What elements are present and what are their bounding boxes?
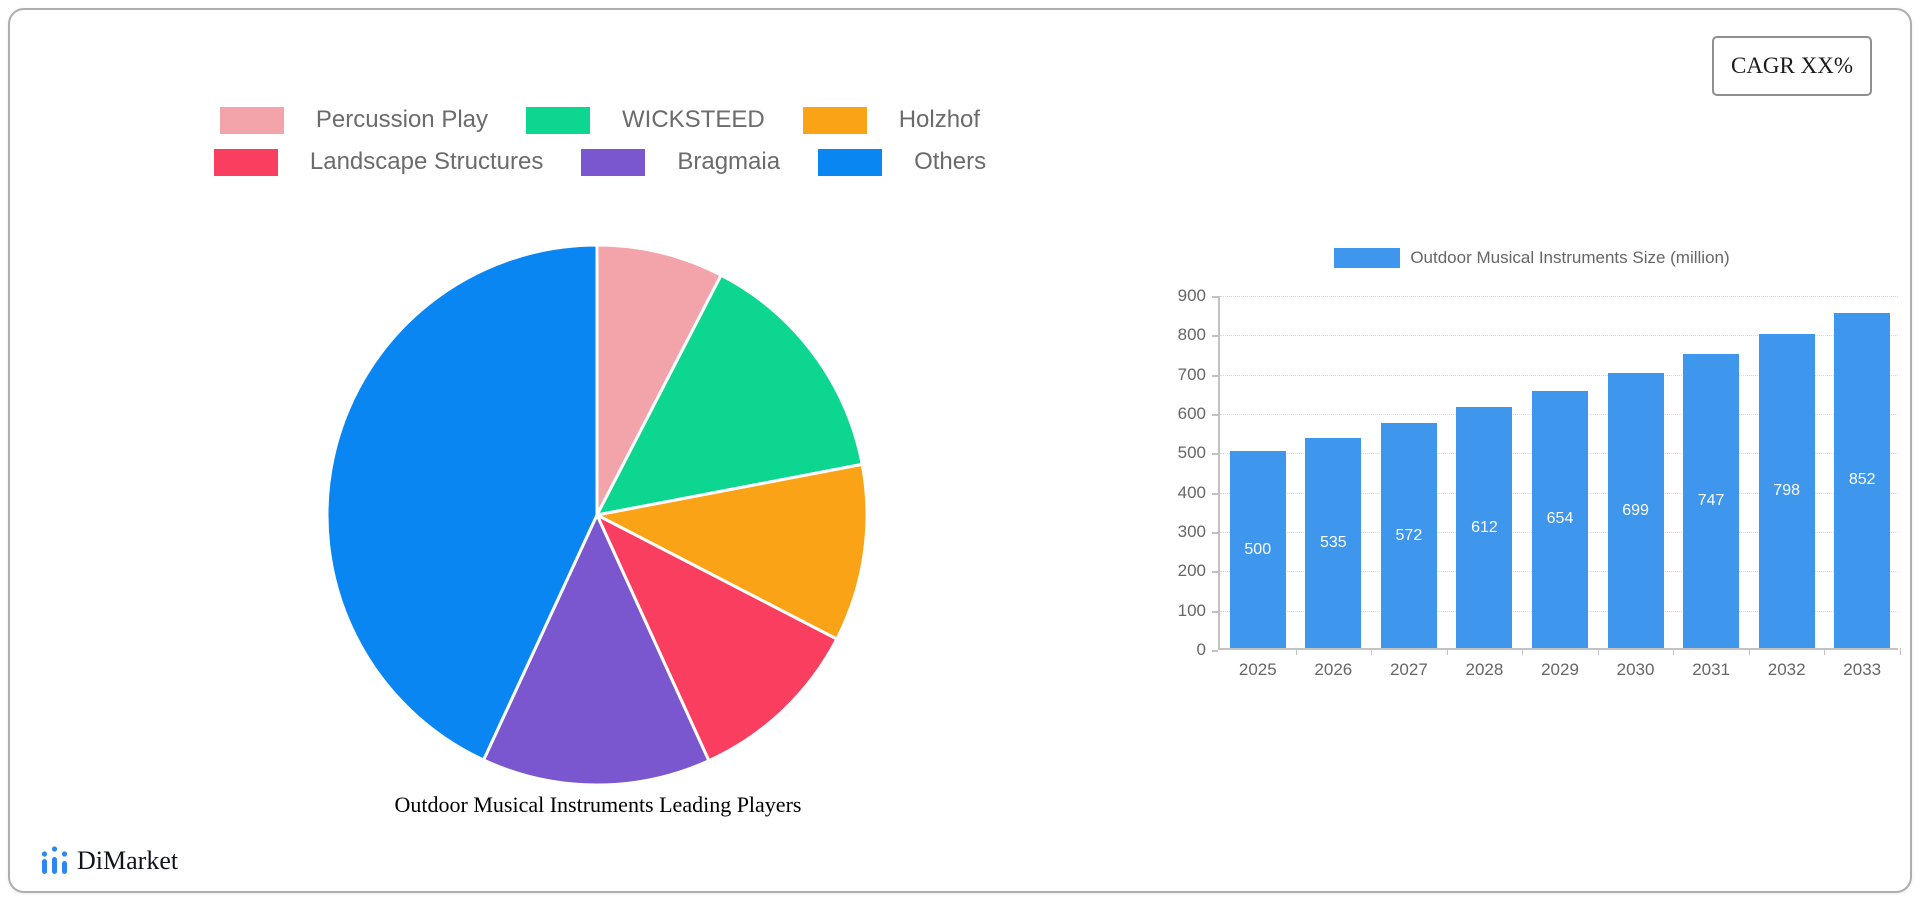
x-axis-tick xyxy=(1824,648,1826,655)
y-axis-label: 900 xyxy=(1177,286,1206,305)
legend-swatch xyxy=(213,148,278,176)
pie-slice-bragmaia xyxy=(482,513,711,787)
pie-chart-title: Outdoor Musical Instruments Leading Play… xyxy=(394,792,802,817)
x-axis-tick xyxy=(1446,648,1448,655)
y-axis-label: 700 xyxy=(1177,364,1206,384)
dimarket-bars-icon xyxy=(41,846,68,874)
y-axis-label: 400 xyxy=(1177,482,1206,502)
bar-value-label: 500 xyxy=(1244,540,1272,558)
legend-label: Percussion Play xyxy=(315,106,488,133)
gridline xyxy=(1220,335,1898,337)
y-axis-label: 600 xyxy=(1177,404,1206,423)
pie-legend-row: Landscape Structures Bragmaia Others xyxy=(213,148,986,176)
pie-legend-item-wicksteed[interactable]: WICKSTEED xyxy=(526,106,765,134)
bar-2029: 654 xyxy=(1532,390,1588,648)
x-axis-tick xyxy=(1522,648,1524,655)
x-axis-label: 2025 xyxy=(1238,660,1277,679)
pie-legend-item-bragmaia[interactable]: Bragmaia xyxy=(581,148,780,176)
y-axis-label: 100 xyxy=(1177,600,1206,620)
pie-legend-row: Percussion Play WICKSTEED Holzhof xyxy=(219,106,981,134)
legend-label: Holzhof xyxy=(898,106,981,133)
y-axis-label: 300 xyxy=(1177,522,1206,541)
legend-label: Bragmaia xyxy=(677,148,781,175)
y-axis-tick xyxy=(1212,532,1218,534)
x-axis-label: 2030 xyxy=(1616,660,1655,679)
report-card: CAGR XX% Percussion Play WICKSTEED Holzhof… xyxy=(8,8,1912,893)
pie-slice-holzhof xyxy=(595,462,869,641)
bar-value-label: 654 xyxy=(1546,510,1574,528)
gridline xyxy=(1220,296,1898,297)
y-axis-label: 200 xyxy=(1177,561,1206,581)
bar-value-label: 798 xyxy=(1773,482,1800,500)
bar-value-label: 612 xyxy=(1471,518,1498,536)
bar-2030: 699 xyxy=(1607,373,1664,648)
legend-label: Others xyxy=(914,148,987,175)
y-axis-tick xyxy=(1212,414,1218,416)
cagr-label: CAGR XX% xyxy=(1730,53,1854,78)
pie-legend-item-others[interactable]: Others xyxy=(818,148,986,176)
pie-legend-item-holzhof[interactable]: Holzhof xyxy=(802,106,981,134)
bar-2032: 798 xyxy=(1758,334,1815,648)
pie-legend-item-percussion-play[interactable]: Percussion Play xyxy=(219,106,488,134)
y-axis-tick xyxy=(1212,335,1218,338)
y-axis-tick xyxy=(1212,453,1218,456)
x-axis-tick xyxy=(1597,648,1599,655)
brand-name: DiMarket xyxy=(77,846,179,875)
legend-label: WICKSTEED xyxy=(622,106,765,133)
pie-legend-item-landscape-structures[interactable]: Landscape Structures xyxy=(213,148,544,176)
pie-slice-wicksteed xyxy=(595,273,864,517)
legend-swatch xyxy=(219,106,284,134)
x-axis-tick xyxy=(1371,648,1373,655)
bar-chart-section: Outdoor Musical Instruments Size (millio… xyxy=(1150,246,1910,716)
x-axis-label: 2029 xyxy=(1541,660,1579,679)
bar-2031: 747 xyxy=(1683,354,1740,648)
pie-slice-landscape-structures xyxy=(595,513,839,763)
bar-2033: 852 xyxy=(1834,312,1891,648)
y-axis-tick xyxy=(1212,610,1218,613)
y-axis-label: 500 xyxy=(1177,443,1206,463)
legend-swatch xyxy=(526,106,590,134)
legend-swatch xyxy=(802,106,867,134)
bar-2026: 535 xyxy=(1305,437,1362,648)
pie-slice-others xyxy=(325,243,599,762)
pie-chart xyxy=(325,243,869,787)
bar-value-label: 572 xyxy=(1395,526,1423,544)
x-axis-label: 2032 xyxy=(1767,660,1806,679)
y-axis-tick xyxy=(1212,650,1218,652)
bar-plot-area: 0 100 200 300 400 500 600 700 800 900 500 2025 535 20… xyxy=(1178,286,1901,679)
y-axis-tick xyxy=(1212,492,1218,495)
cagr-badge: CAGR XX% xyxy=(1712,36,1872,96)
bar-value-label: 852 xyxy=(1848,471,1876,489)
x-axis-label: 2033 xyxy=(1843,660,1882,679)
y-axis-label: 800 xyxy=(1177,325,1206,345)
bar-2025: 500 xyxy=(1229,451,1286,648)
x-axis-label: 2026 xyxy=(1314,660,1353,679)
x-axis-tick xyxy=(1748,648,1750,655)
y-axis-tick xyxy=(1212,296,1218,298)
legend-label: Landscape Structures xyxy=(309,148,544,175)
dimarket-logo[interactable]: DiMarket xyxy=(40,845,178,877)
y-axis-tick xyxy=(1212,374,1218,377)
bar-value-label: 747 xyxy=(1697,492,1725,510)
pie-slice-percussion-play xyxy=(595,243,723,517)
gridline xyxy=(1220,374,1898,376)
bar-2027: 572 xyxy=(1380,423,1437,648)
x-axis-label: 2028 xyxy=(1465,660,1504,679)
x-axis-tick xyxy=(1900,648,1901,655)
bar-2028: 612 xyxy=(1456,407,1513,648)
legend-swatch xyxy=(581,148,646,176)
x-axis-label: 2031 xyxy=(1692,660,1731,679)
bar-value-label: 699 xyxy=(1622,501,1649,519)
bar-value-label: 535 xyxy=(1319,533,1347,551)
y-axis-tick xyxy=(1212,571,1218,574)
bar-legend-item[interactable]: Outdoor Musical Instruments Size (millio… xyxy=(1150,248,1910,268)
x-axis-label: 2027 xyxy=(1389,660,1428,679)
bar-legend-swatch xyxy=(1334,248,1401,268)
x-axis-tick xyxy=(1295,648,1297,655)
legend-swatch xyxy=(818,148,883,176)
pie-legend: Percussion Play WICKSTEED Holzhof Landscape… xyxy=(120,106,1080,176)
bar-legend-label: Outdoor Musical Instruments Size (millio… xyxy=(1410,248,1730,267)
y-axis-label: 0 xyxy=(1196,640,1206,659)
x-axis-tick xyxy=(1673,648,1675,655)
